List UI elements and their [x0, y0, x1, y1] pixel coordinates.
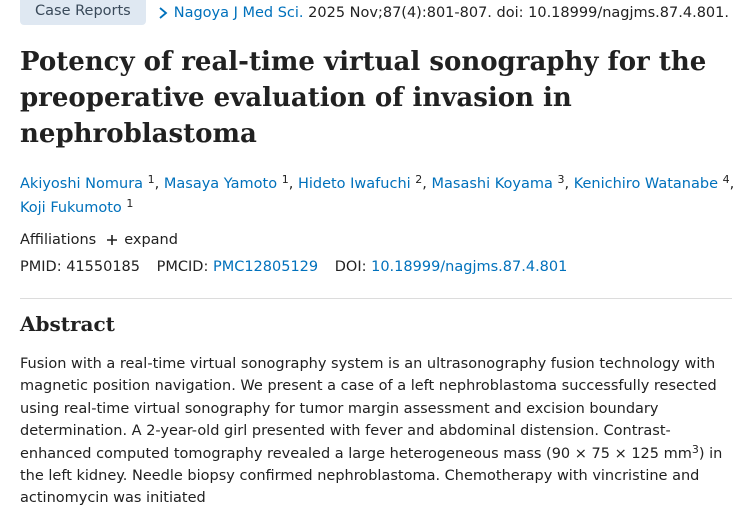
- citation: Nagoya J Med Sci. 2025 Nov;87(4):801-807…: [156, 5, 729, 21]
- author-link[interactable]: Koji Fukumoto: [20, 200, 122, 216]
- superscript: 3: [691, 442, 699, 456]
- author-link[interactable]: Masaya Yamoto: [163, 176, 278, 192]
- doi-label: DOI:: [334, 259, 367, 275]
- author-link[interactable]: Masashi Koyama: [431, 176, 553, 192]
- publication-type: Case Reports: [20, 0, 146, 25]
- header: Case Reports Nagoya J Med Sci. 2025 Nov;…: [20, 0, 729, 26]
- pmcid-link[interactable]: PMC12805129: [212, 259, 319, 275]
- affiliations-label: Affiliations: [20, 232, 97, 248]
- article-title: Potency of real-time virtual sonography …: [20, 47, 707, 149]
- author-separator: ,: [288, 176, 294, 192]
- citation-text: 2025 Nov;87(4):801-807. doi: 10.18999/na…: [308, 5, 729, 21]
- pmid: 41550185: [66, 259, 141, 275]
- abstract-heading: Abstract: [20, 312, 115, 336]
- abstract-part: Fusion with a real-time virtual sonograp…: [20, 356, 717, 462]
- author-separator: ,: [422, 176, 427, 192]
- journal-link[interactable]: Nagoya J Med Sci.: [173, 5, 304, 21]
- doi-link[interactable]: 10.18999/nagjms.87.4.801: [371, 259, 568, 275]
- affiliation-number: 1: [126, 197, 134, 210]
- affiliation-number: 2: [415, 173, 423, 186]
- affiliation-number: 3: [557, 173, 565, 186]
- expand-text[interactable]: expand: [124, 232, 178, 248]
- identifiers: PMID: 41550185 PMCID: PMC12805129 DOI: 1…: [20, 259, 579, 275]
- pmcid-label: PMCID:: [156, 259, 209, 275]
- affiliation-number: 1: [147, 173, 155, 186]
- author-link[interactable]: Kenichiro Watanabe: [573, 176, 718, 192]
- abstract-text: Fusion with a real-time virtual sonograp…: [20, 353, 732, 510]
- author-separator: ,: [154, 176, 160, 192]
- pmid-label: PMID:: [20, 259, 62, 275]
- plus-icon: [107, 235, 118, 245]
- author-list: Akiyoshi Nomura 1, Masaya Yamoto 1, Hide…: [20, 172, 735, 220]
- expand-toggle[interactable]: expand: [106, 232, 178, 248]
- author-separator: ,: [564, 176, 570, 192]
- author-link[interactable]: Hideto Iwafuchi: [297, 176, 411, 192]
- chevron-icon: [159, 7, 168, 19]
- affiliation-number: 4: [722, 173, 730, 186]
- divider: [20, 298, 732, 299]
- author-separator: ,: [729, 176, 735, 192]
- author-link[interactable]: Akiyoshi Nomura: [20, 176, 144, 192]
- affiliations: Affiliations expand: [20, 232, 178, 248]
- affiliation-number: 1: [281, 173, 289, 186]
